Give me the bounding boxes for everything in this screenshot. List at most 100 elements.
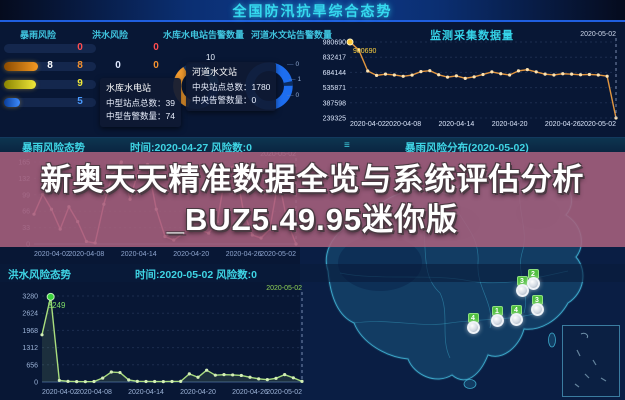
- x-tick-label: 2020-04-02: [350, 121, 386, 128]
- inset-islands-svg: [574, 332, 607, 388]
- river-station-tooltip: 河道水文站 中央站点总数：1780 中央告警数量：0: [186, 62, 277, 112]
- tooltip-line: 中型站点总数：39: [106, 97, 175, 108]
- legend-tick: —: [289, 76, 296, 83]
- x-tick-label: 2020-05-02: [580, 121, 616, 128]
- flood-risk-value: 9: [77, 78, 83, 89]
- y-tick-label: 980690: [323, 40, 346, 47]
- y-tick-label: 2624: [22, 311, 38, 318]
- y-tick-label: 832417: [323, 55, 346, 62]
- river-donut-legend-2: —0: [287, 92, 300, 99]
- marker-count-badge: 1: [491, 306, 503, 316]
- y-tick-label: 239325: [323, 116, 346, 123]
- gauge-bar-blue: [4, 98, 20, 107]
- col-flood-risk: 洪水风险: [92, 30, 129, 40]
- marker-count-badge: 4: [467, 313, 479, 323]
- tooltip-line: 中型告警数量：74: [106, 111, 175, 122]
- y-tick-label: 684144: [323, 70, 346, 77]
- x-tick-label: 2020-05-02: [260, 251, 296, 258]
- app-header: 全国防汛抗旱综合态势: [0, 0, 625, 22]
- overlay-text-line2: _BUZ5.49.95迷你版: [166, 201, 459, 237]
- map-marker[interactable]: 4: [508, 305, 524, 326]
- hainan-island: [463, 379, 477, 389]
- x-tick-label: 2020-04-08: [76, 389, 112, 396]
- south-sea-inset: [562, 325, 620, 397]
- flood-chart-svg: 3280 2624 1968 1312 656 0 2020-04-022020-04-08…: [22, 285, 304, 396]
- alarm-count-value: 0: [153, 42, 159, 53]
- x-tick-label: 2020-04-20: [492, 121, 528, 128]
- rain-map-title: 暴雨风险分布(2020-05-02): [405, 142, 529, 154]
- reservoir-donut-value: 10: [206, 53, 215, 62]
- mid-section-header: 暴雨风险态势 时间:2020-04-27 风险数:0 ≡ 暴雨风险分布(2020…: [0, 137, 625, 154]
- x-tick-label: 2020-04-08: [68, 251, 104, 258]
- monitor-data-chart[interactable]: 980690 832417 684144 535871 387598 239325 2020…: [310, 28, 625, 132]
- flood-risk-value: 0: [77, 42, 83, 53]
- tooltip-line: 中央告警数量：0: [192, 95, 257, 106]
- x-tick-label: 2020-04-26: [232, 389, 268, 396]
- bottom-section-header: 洪水风险态势 时间:2020-05-02 风险数:0: [0, 264, 625, 282]
- rain-trend-title: 暴雨风险态势: [22, 142, 85, 154]
- y-tick-label: 387598: [323, 100, 346, 107]
- reservoir-station-tooltip: 水库水电站 中型站点总数：39 中型告警数量：74: [100, 78, 181, 128]
- x-tick-label: 2020-04-26: [545, 121, 581, 128]
- gauge-bar-orange: [4, 62, 38, 71]
- menu-icon[interactable]: ≡: [344, 140, 350, 151]
- gauge-row: 8 8 0 0: [0, 60, 300, 74]
- flood-trend-chart[interactable]: 3280 2624 1968 1312 656 0 2020-04-02 2020-04-08…: [0, 282, 310, 400]
- x-tick-label: 2020-04-26: [226, 251, 262, 258]
- marker-count-badge: 4: [510, 305, 522, 315]
- station-extra-value: 0: [115, 60, 121, 71]
- marker-count-badge: 3: [531, 295, 543, 305]
- map-marker[interactable]: 2: [525, 269, 541, 290]
- river-donut-legend-1: —1: [289, 76, 302, 83]
- overlay-text-line1: 新奥天天精准数据全览与系统评估分析: [40, 161, 585, 197]
- point-value-label: 980690: [353, 48, 376, 55]
- map-marker[interactable]: 4: [465, 313, 481, 334]
- gauge-track: [4, 44, 96, 53]
- gauge-bar-value: 8: [47, 60, 53, 71]
- legend-tick: —: [287, 61, 294, 68]
- taiwan-island: [548, 332, 556, 348]
- x-tick-label: 2020-04-20: [180, 389, 216, 396]
- promo-overlay-banner: 新奥天天精准数据全览与系统评估分析 _BUZ5.49.95迷你版: [0, 152, 625, 247]
- x-tick-label: 2020-04-14: [121, 251, 157, 258]
- legend-tick: —: [287, 92, 294, 99]
- page-title: 全国防汛抗旱综合态势: [232, 3, 393, 19]
- x-tick-label: 2020-04-02: [42, 389, 78, 396]
- y-tick-label: 3280: [22, 294, 38, 301]
- tooltip-line: 中央站点总数：1780: [192, 81, 271, 92]
- monitor-chart-title: 监测采集数据量: [430, 30, 514, 42]
- x-tick-label: 2020-04-14: [128, 389, 164, 396]
- y-tick-label: 1312: [22, 345, 38, 352]
- y-tick-label: 535871: [323, 85, 346, 92]
- y-tick-label: 1968: [22, 328, 38, 335]
- map-marker[interactable]: 3: [529, 295, 545, 316]
- tooltip-title: 水库水电站: [106, 83, 152, 93]
- x-tick-label: 2020-04-08: [385, 121, 421, 128]
- x-tick-label: 2020-04-14: [438, 121, 474, 128]
- gauge-row: 5: [0, 96, 300, 110]
- gauge-track: [4, 98, 96, 107]
- flood-risk-value: 5: [77, 96, 83, 107]
- x-tick-label: 2020-04-20: [173, 251, 209, 258]
- col-river-alarms: 河道水文站告警数量: [251, 30, 333, 40]
- gauge-track: [4, 80, 96, 89]
- gauge-row: 9: [0, 78, 300, 92]
- flood-risk-value: 8: [77, 60, 83, 71]
- y-tick-label: 0: [34, 380, 38, 387]
- map-marker[interactable]: 1: [489, 306, 505, 327]
- rain-trend-time-label: 时间:2020-04-27 风险数:0: [130, 142, 252, 154]
- end-date-label: 2020-05-02: [580, 31, 616, 38]
- marker-count-badge: 2: [527, 269, 539, 279]
- col-rain-risk: 暴雨风险: [20, 30, 57, 40]
- gauge-track: [4, 62, 96, 71]
- gauge-bar-yellow: [4, 80, 36, 89]
- tooltip-title: 河道水文站: [192, 67, 238, 77]
- flood-trend-time-label: 时间:2020-05-02 风险数:0: [135, 269, 257, 281]
- x-tick-label: 2020-04-02: [34, 251, 70, 258]
- peak-value-label: 3249: [48, 301, 66, 310]
- col-reservoir-alarms: 水库水电站告警数量: [163, 30, 245, 40]
- y-tick-label: 656: [26, 362, 38, 369]
